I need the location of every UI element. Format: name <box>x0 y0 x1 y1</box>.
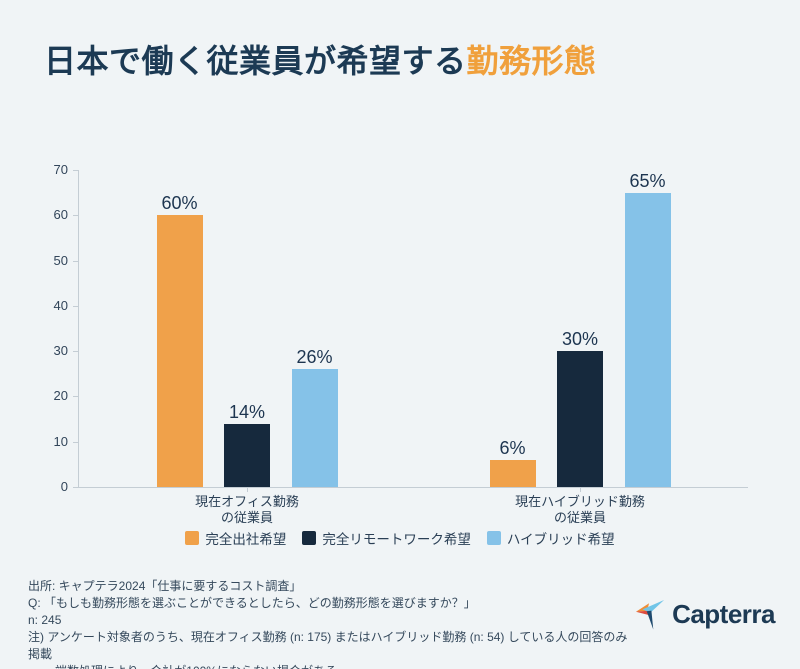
bar-2-3 <box>624 192 671 487</box>
footnote-note2: 端数処理により、合計が100%にならない場合がある <box>28 663 628 669</box>
bar-value-label: 30% <box>561 329 599 350</box>
y-axis-line <box>78 170 79 487</box>
title-highlight: 勤務形態 <box>466 43 597 79</box>
bar-value-label: 6% <box>499 437 526 458</box>
legend-label: 完全リモートワーク希望 <box>322 532 471 547</box>
y-tick-label: 60 <box>53 207 68 223</box>
y-tick-mark <box>73 215 78 217</box>
y-tick-mark <box>73 170 78 171</box>
capterra-logo-icon <box>636 599 665 630</box>
capterra-logo: Capterra <box>635 598 775 631</box>
y-tick-mark <box>73 305 78 307</box>
bar-2-1 <box>489 459 536 487</box>
legend-label: ハイブリッド希望 <box>506 532 615 547</box>
bar-value-label: 26% <box>296 347 333 368</box>
legend-item: ハイブリッド希望 <box>486 528 615 548</box>
x-axis-line <box>78 487 748 488</box>
legend-item: 完全出社希望 <box>185 528 286 548</box>
legend-item: 完全リモートワーク希望 <box>302 528 471 548</box>
y-tick-label: 30 <box>53 343 68 359</box>
footnotes: 出所: キャプテラ2024「仕事に要するコスト調査」 Q: 「もしも勤務形態を選… <box>28 578 628 669</box>
bar-value-label: 14% <box>228 401 266 422</box>
y-tick-label: 70 <box>53 162 68 177</box>
bar-1-3 <box>291 369 338 487</box>
footnote-question: Q: 「もしも勤務形態を選ぶことができるとしたら、どの勤務形態を選びますか？」 <box>28 596 476 610</box>
legend-label: 完全出社希望 <box>205 532 287 547</box>
legend: 完全出社希望 完全リモートワーク希望 ハイブリッド希望 <box>0 528 800 548</box>
y-tick-mark <box>73 487 78 488</box>
footnote-n: n: 245 <box>28 613 62 627</box>
x-tick-mark <box>580 487 581 492</box>
title-main: 日本で働く従業員が希望する <box>44 43 467 79</box>
legend-swatch <box>185 531 200 545</box>
y-tick-label: 40 <box>53 297 68 313</box>
x-tick-mark <box>247 487 248 492</box>
x-axis-label: 現在ハイブリッド勤務 の従業員 <box>515 494 645 525</box>
x-axis-label: 現在オフィス勤務 の従業員 <box>195 494 299 525</box>
y-tick-label: 20 <box>53 388 68 404</box>
bar-1-1 <box>156 215 203 487</box>
y-tick-label: 0 <box>60 479 68 494</box>
y-tick-label: 50 <box>53 252 68 268</box>
legend-swatch <box>302 531 317 545</box>
y-tick-mark <box>73 260 78 262</box>
footnote-source: 出所: キャプテラ2024「仕事に要するコスト調査」 <box>28 579 302 593</box>
y-tick-label: 10 <box>53 433 68 449</box>
y-tick-mark <box>73 396 78 398</box>
y-tick-mark <box>73 441 78 443</box>
y-tick-mark <box>73 351 78 353</box>
bar-2-2 <box>557 351 603 487</box>
page-title: 日本で働く従業員が希望する勤務形態 <box>44 36 597 82</box>
capterra-logo-text: Capterra <box>672 599 775 629</box>
bar-value-label: 65% <box>629 170 666 191</box>
legend-swatch <box>486 531 501 545</box>
bar-1-2 <box>224 423 270 487</box>
footnote-note: 注) アンケート対象者のうち、現在オフィス勤務 (n: 175) またはハイブリ… <box>28 630 628 661</box>
bar-value-label: 60% <box>161 193 198 214</box>
